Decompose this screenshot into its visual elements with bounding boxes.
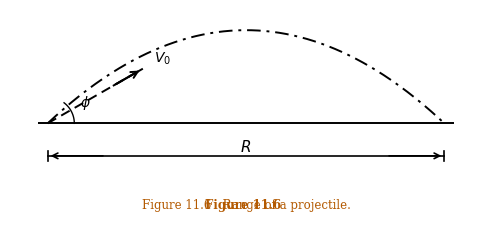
Text: $\phi$: $\phi$ xyxy=(80,94,91,112)
Text: Figure 11.6   Range of a projectile.: Figure 11.6 Range of a projectile. xyxy=(142,199,350,212)
Text: $R$: $R$ xyxy=(241,139,251,155)
Text: $V_0$: $V_0$ xyxy=(154,50,171,67)
Text: Figure 11.6: Figure 11.6 xyxy=(205,199,281,212)
